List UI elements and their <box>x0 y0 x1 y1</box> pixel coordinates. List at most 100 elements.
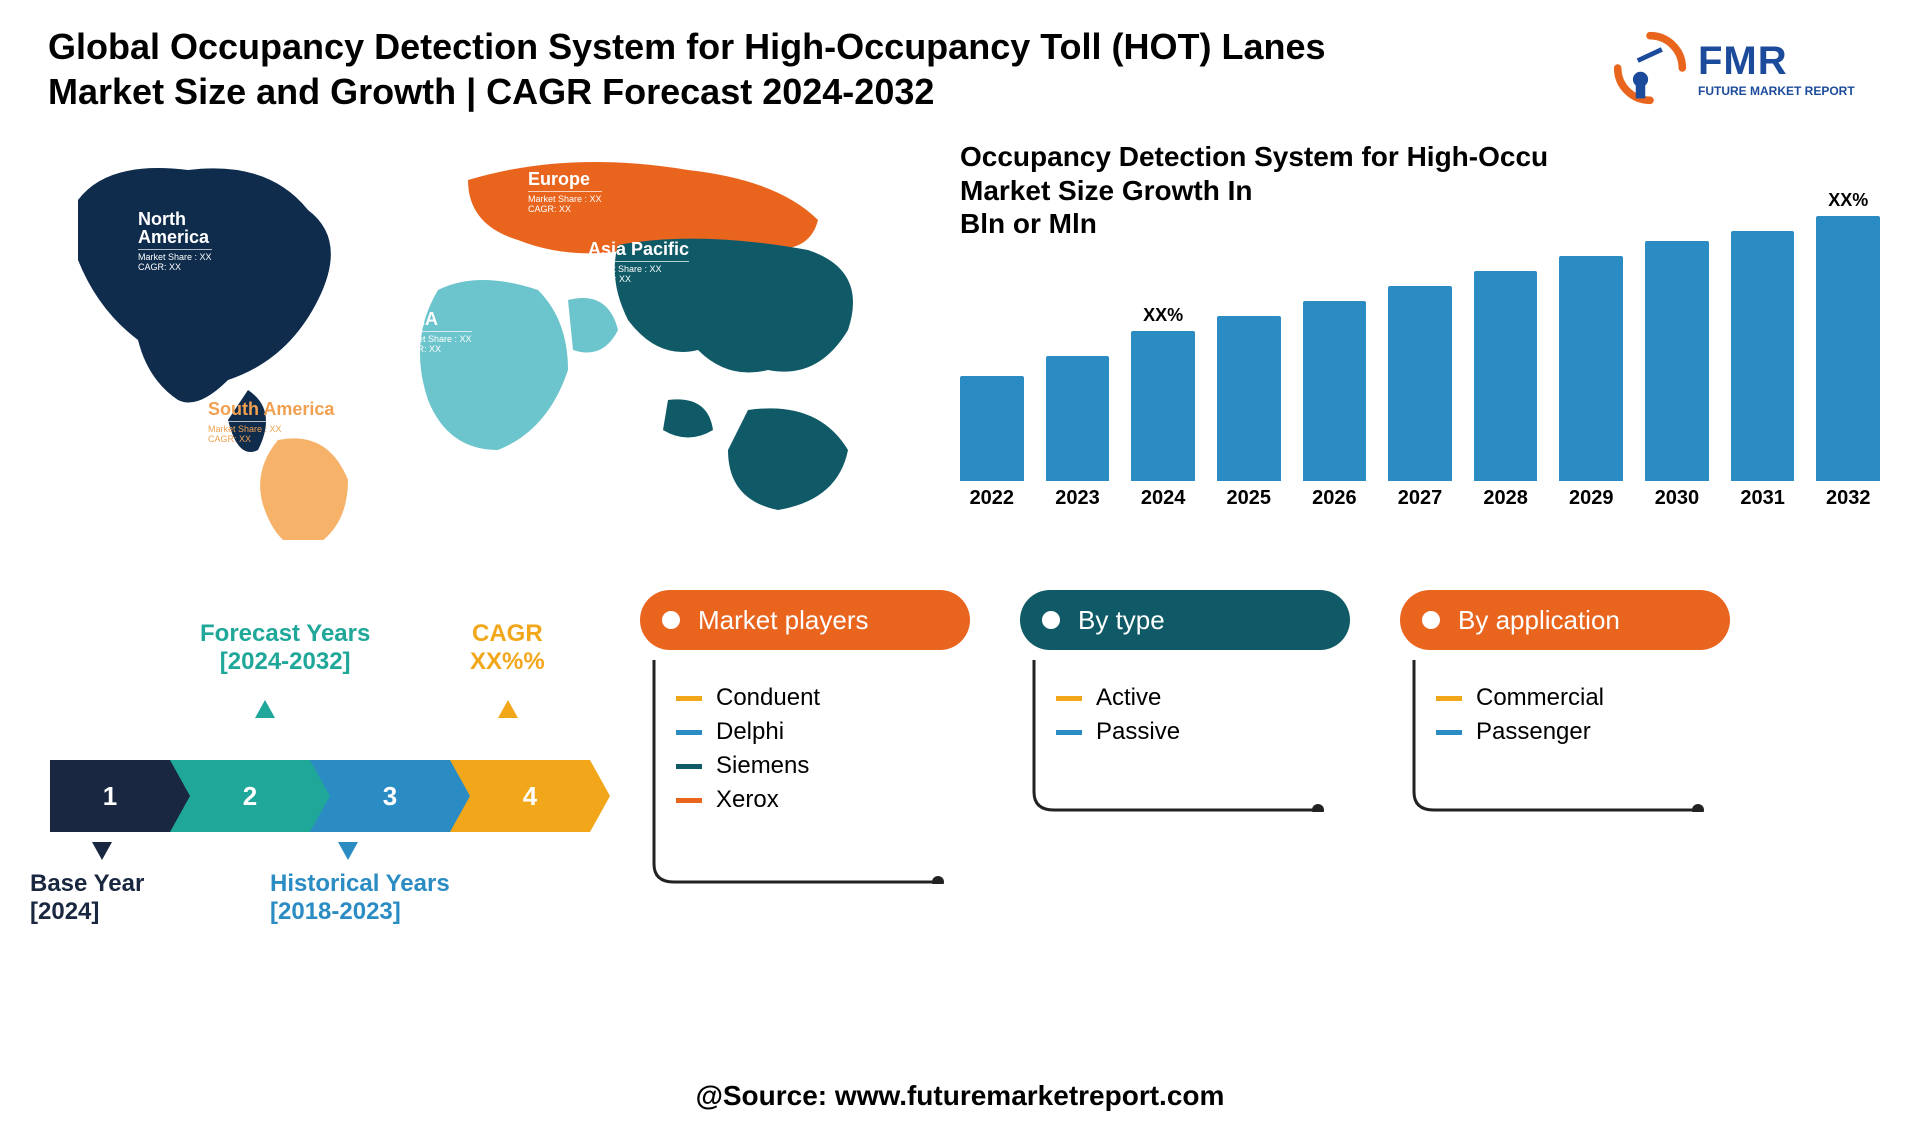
logo-fmr-text: FMR <box>1698 39 1855 84</box>
bar-year-2022: 2022 <box>970 487 1015 510</box>
cagr-label-t: CAGR <box>470 620 545 648</box>
timeline-num-4: 4 <box>523 781 537 812</box>
dash-icon <box>1056 730 1082 735</box>
bar-year-2031: 2031 <box>1740 487 1785 510</box>
dash-icon <box>676 730 702 735</box>
bar-rect-2031 <box>1731 231 1795 481</box>
bar-rect-2022 <box>960 376 1024 481</box>
hist-label-v: [2018-2023] <box>270 898 450 926</box>
region-label-sa: South AmericaMarket Share : XXCAGR: XX <box>208 400 334 444</box>
pill-title-1: By type <box>1078 605 1165 636</box>
title-line-2: Market Size and Growth | CAGR Forecast 2… <box>48 69 1548 114</box>
title-line-1: Global Occupancy Detection System for Hi… <box>48 24 1548 69</box>
pill-item-label: Passenger <box>1476 718 1591 746</box>
pill-bracket-1: Active Passive <box>1020 660 1350 812</box>
source-attribution: @Source: www.futuremarketreport.com <box>0 1080 1920 1112</box>
fmr-logo-icon <box>1612 30 1688 106</box>
forecast-label: Forecast Years [2024-2032] <box>200 620 370 675</box>
pill-item-1-0: Active <box>1056 684 1180 712</box>
growth-bar-chart: Occupancy Detection System for High-Occu… <box>960 140 1880 540</box>
bar-2023: 2023 <box>1046 356 1110 510</box>
logo-sub-text: FUTURE MARKET REPORT <box>1698 84 1855 98</box>
pill-dot-icon <box>662 611 680 629</box>
bar-2030: 2030 <box>1645 241 1709 510</box>
bar-rect-2023 <box>1046 356 1110 481</box>
region-label-eu: EuropeMarket Share : XXCAGR: XX <box>528 170 602 214</box>
page-title: Global Occupancy Detection System for Hi… <box>48 24 1548 114</box>
world-map: NorthAmericaMarket Share : XXCAGR: XX Eur… <box>48 150 888 540</box>
timeline-num-1: 1 <box>103 781 117 812</box>
timeline-box-1: 1 <box>50 760 170 832</box>
pill-section-1: By typeActivePassive <box>1020 590 1350 650</box>
pill-title-0: Market players <box>698 605 869 636</box>
bar-year-2026: 2026 <box>1312 487 1357 510</box>
pill-item-1-1: Passive <box>1056 718 1180 746</box>
pill-item-2-0: Commercial <box>1436 684 1604 712</box>
pill-section-0: Market playersConduentDelphiSiemensXerox <box>640 590 970 650</box>
bar-2032: 2032XX% <box>1816 216 1880 510</box>
pill-item-0-1: Delphi <box>676 718 820 746</box>
pill-item-label: Conduent <box>716 684 820 712</box>
bar-year-2032: 2032 <box>1826 487 1871 510</box>
pill-item-0-3: Xerox <box>676 786 820 814</box>
dash-icon <box>676 696 702 701</box>
cagr-label-v: XX%% <box>470 648 545 676</box>
bar-2026: 2026 <box>1303 301 1367 510</box>
dash-icon <box>1436 696 1462 701</box>
bar-2022: 2022 <box>960 376 1024 510</box>
pill-items-1: Active Passive <box>1056 684 1180 746</box>
timeline-num-2: 2 <box>243 781 257 812</box>
bar-rect-2027 <box>1388 286 1452 481</box>
chart-title-2: Market Size Growth In <box>960 174 1880 208</box>
pill-dot-icon <box>1042 611 1060 629</box>
base-label-t: Base Year <box>30 870 144 898</box>
pill-item-label: Active <box>1096 684 1161 712</box>
bar-rect-2029 <box>1559 256 1623 481</box>
cagr-label: CAGR XX%% <box>470 620 545 675</box>
bar-anno-2: XX% <box>1828 190 1868 211</box>
pill-item-0-2: Siemens <box>676 752 820 780</box>
pill-item-label: Xerox <box>716 786 779 814</box>
bar-2024: 2024XX% <box>1131 331 1195 510</box>
pill-item-label: Siemens <box>716 752 809 780</box>
pill-header-0: Market players <box>640 590 970 650</box>
pill-header-1: By type <box>1020 590 1350 650</box>
dash-icon <box>1436 730 1462 735</box>
timeline-box-2: 2 <box>170 760 310 832</box>
pill-items-2: Commercial Passenger <box>1436 684 1604 746</box>
region-label-na: NorthAmericaMarket Share : XXCAGR: XX <box>138 210 212 272</box>
bar-year-2027: 2027 <box>1398 487 1443 510</box>
bar-year-2029: 2029 <box>1569 487 1614 510</box>
base-label: Base Year [2024] <box>30 870 144 925</box>
bar-rect-2026 <box>1303 301 1367 481</box>
pill-title-2: By application <box>1458 605 1620 636</box>
region-label-ap: Asia PacificMarket Share : XXCAGR: XX <box>588 240 689 284</box>
bar-anno-1: XX% <box>1143 305 1183 326</box>
bar-rect-2030 <box>1645 241 1709 481</box>
bar-rect-2028 <box>1474 271 1538 481</box>
hist-label: Historical Years [2018-2023] <box>270 870 450 925</box>
pill-item-label: Passive <box>1096 718 1180 746</box>
fmr-logo: FMR FUTURE MARKET REPORT <box>1612 18 1872 118</box>
pill-dot-icon <box>1422 611 1440 629</box>
timeline-infographic: Forecast Years [2024-2032] CAGR XX%% 1 2 3… <box>30 620 590 940</box>
timeline-num-3: 3 <box>383 781 397 812</box>
bar-year-2023: 2023 <box>1055 487 1100 510</box>
pill-items-0: Conduent Delphi Siemens Xerox <box>676 684 820 814</box>
forecast-label-v: [2024-2032] <box>200 648 370 676</box>
bar-2027: 2027 <box>1388 286 1452 510</box>
dash-icon <box>676 798 702 803</box>
pill-bracket-0: Conduent Delphi Siemens Xerox <box>640 660 970 884</box>
bar-2031: 2031 <box>1731 231 1795 510</box>
region-label-mea: MEAMarket Share : XXCAGR: XX <box>398 310 472 354</box>
base-label-v: [2024] <box>30 898 144 926</box>
pill-item-2-1: Passenger <box>1436 718 1604 746</box>
chart-title-1: Occupancy Detection System for High-Occu <box>960 140 1880 174</box>
timeline-box-4: 4 <box>450 760 590 832</box>
pill-section-2: By applicationCommercialPassenger <box>1400 590 1730 650</box>
pill-item-label: Delphi <box>716 718 784 746</box>
bar-2028: 2028 <box>1474 271 1538 510</box>
hist-label-t: Historical Years <box>270 870 450 898</box>
bar-rect-2025 <box>1217 316 1281 481</box>
dash-icon <box>1056 696 1082 701</box>
